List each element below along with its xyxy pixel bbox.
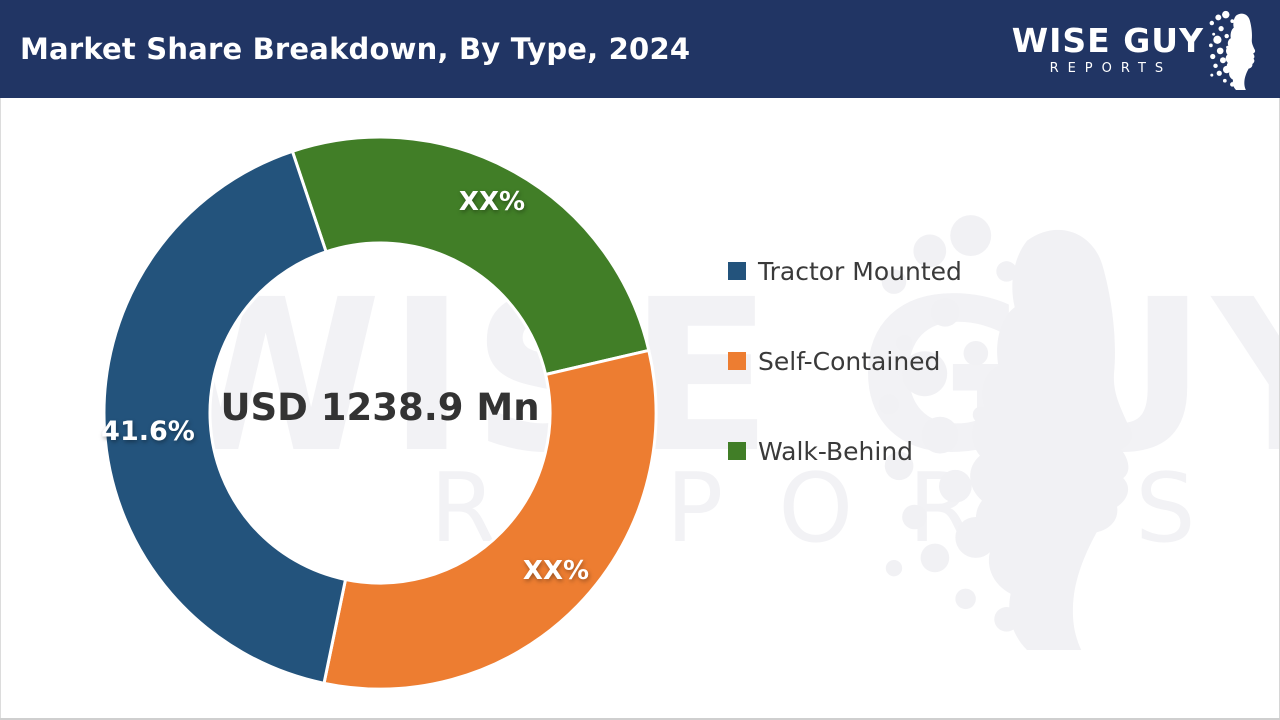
legend-label: Walk-Behind bbox=[758, 436, 914, 466]
donut-chart bbox=[0, 100, 760, 720]
legend-item-walk-behind: Walk-Behind bbox=[728, 436, 962, 466]
chart-center-total: USD 1238.9 Mn bbox=[220, 386, 540, 429]
chart-legend: Tractor Mounted Self-Contained Walk-Behi… bbox=[728, 256, 962, 526]
page-edge-bottom bbox=[0, 718, 1280, 720]
segment-value-walk-behind: XX% bbox=[458, 187, 526, 217]
page-edge-left bbox=[0, 98, 1, 720]
legend-swatch-icon bbox=[728, 262, 746, 280]
header-bar: Market Share Breakdown, By Type, 2024 WI… bbox=[0, 0, 1280, 98]
donut-segment-self-contained bbox=[322, 348, 658, 691]
donut-segment-walk-behind bbox=[290, 135, 651, 376]
logo-subtitle: REPORTS bbox=[1049, 61, 1173, 76]
logo-wordmark: WISE GUY bbox=[1011, 21, 1204, 60]
legend-item-tractor-mounted: Tractor Mounted bbox=[728, 256, 962, 286]
legend-label: Self-Contained bbox=[758, 346, 941, 376]
wise-guy-reports-logo: WISE GUY REPORTS bbox=[1012, 8, 1264, 92]
legend-item-self-contained: Self-Contained bbox=[728, 346, 962, 376]
page-title: Market Share Breakdown, By Type, 2024 bbox=[20, 32, 691, 66]
donut-segment-tractor-mounted bbox=[102, 149, 347, 685]
segment-value-tractor-mounted: 41.6% bbox=[101, 416, 195, 447]
logo-text: WISE GUY REPORTS bbox=[1012, 24, 1204, 76]
segment-value-self-contained: XX% bbox=[522, 556, 590, 586]
legend-swatch-icon bbox=[728, 352, 746, 370]
legend-label: Tractor Mounted bbox=[758, 256, 962, 286]
legend-swatch-icon bbox=[728, 442, 746, 460]
logo-face-icon bbox=[1208, 10, 1264, 90]
